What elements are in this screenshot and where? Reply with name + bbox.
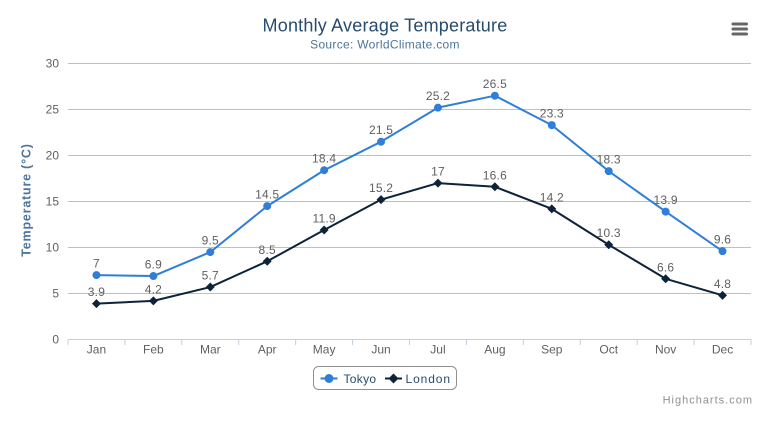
svg-text:25: 25 [46, 103, 60, 117]
svg-text:14.5: 14.5 [255, 188, 279, 202]
svg-text:26.5: 26.5 [483, 77, 507, 91]
svg-text:Mar: Mar [200, 343, 221, 357]
svg-text:Jun: Jun [371, 343, 390, 357]
svg-text:9.5: 9.5 [202, 234, 219, 248]
svg-text:9.6: 9.6 [714, 233, 731, 247]
svg-text:0: 0 [52, 333, 59, 347]
svg-text:4.8: 4.8 [714, 277, 731, 291]
svg-text:5.7: 5.7 [202, 269, 219, 283]
svg-text:Jul: Jul [430, 343, 445, 357]
svg-text:11.9: 11.9 [312, 212, 335, 226]
svg-text:13.9: 13.9 [654, 193, 678, 207]
svg-text:Sep: Sep [541, 343, 563, 357]
svg-text:Jan: Jan [87, 343, 106, 357]
svg-text:15: 15 [46, 195, 60, 209]
svg-text:21.5: 21.5 [369, 123, 393, 137]
svg-text:London: London [406, 372, 451, 386]
svg-text:Tokyo: Tokyo [344, 372, 377, 386]
svg-text:25.2: 25.2 [426, 89, 450, 103]
svg-text:23.3: 23.3 [540, 107, 564, 121]
svg-text:Dec: Dec [712, 343, 733, 357]
svg-text:10: 10 [46, 241, 60, 255]
svg-text:4.2: 4.2 [145, 282, 162, 296]
svg-text:6.6: 6.6 [657, 260, 674, 274]
svg-text:Highcharts.com: Highcharts.com [663, 395, 753, 407]
svg-text:6.9: 6.9 [145, 258, 162, 272]
svg-text:Nov: Nov [655, 343, 676, 357]
svg-text:Monthly Average Temperature: Monthly Average Temperature [263, 16, 508, 36]
svg-text:Source: WorldClimate.com: Source: WorldClimate.com [310, 38, 460, 52]
svg-text:5: 5 [52, 287, 59, 301]
svg-text:Aug: Aug [484, 343, 505, 357]
svg-text:17: 17 [431, 165, 445, 179]
svg-text:20: 20 [46, 149, 60, 163]
svg-text:30: 30 [46, 57, 60, 71]
svg-text:14.2: 14.2 [540, 190, 564, 204]
svg-text:Oct: Oct [599, 343, 618, 357]
svg-text:18.3: 18.3 [597, 153, 621, 167]
svg-text:10.3: 10.3 [597, 226, 621, 240]
svg-text:3.9: 3.9 [88, 285, 105, 299]
svg-text:7: 7 [93, 257, 100, 271]
svg-text:8.5: 8.5 [259, 243, 276, 257]
svg-text:15.2: 15.2 [369, 181, 393, 195]
svg-text:16.6: 16.6 [483, 168, 507, 182]
svg-text:Apr: Apr [258, 343, 277, 357]
svg-text:Feb: Feb [143, 343, 164, 357]
svg-text:May: May [313, 343, 336, 357]
svg-text:Temperature (°C): Temperature (°C) [20, 143, 34, 256]
svg-text:18.4: 18.4 [312, 152, 336, 166]
